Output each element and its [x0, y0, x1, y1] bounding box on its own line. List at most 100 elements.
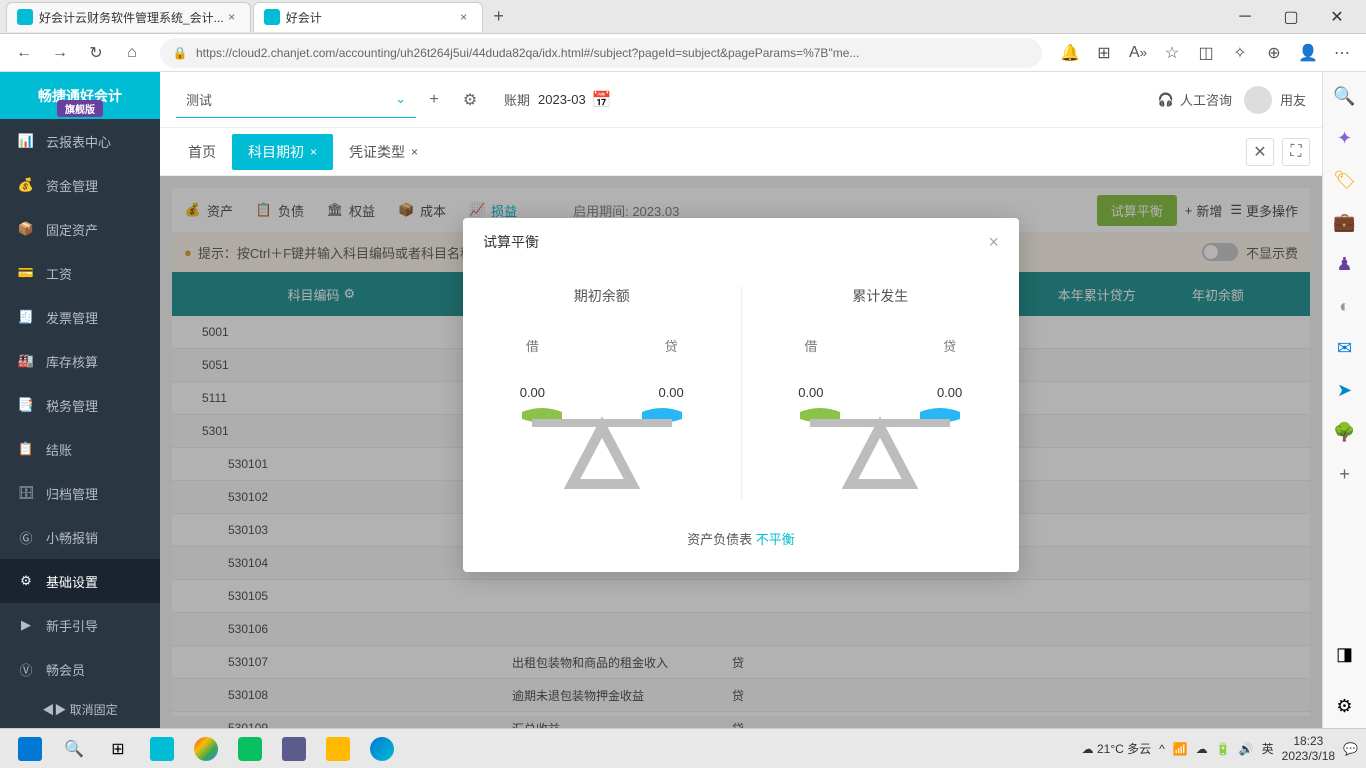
topbar: 测试 ⌄ + ⚙ 账期 2023-03 📅 🎧 人工咨询 用友 [160, 72, 1322, 128]
modal-backdrop[interactable]: 试算平衡 × 期初余额 借 贷 0.00 0.00 [160, 176, 1322, 728]
chrome-icon[interactable] [184, 731, 228, 767]
extensions-icon[interactable]: ⊕ [1258, 37, 1290, 69]
modal-close-button[interactable]: × [988, 232, 999, 253]
explorer-icon[interactable] [316, 731, 360, 767]
task-view[interactable]: ⊞ [96, 731, 140, 767]
footer-text: 资产负债表 [687, 532, 756, 547]
tab-label: 首页 [188, 142, 216, 162]
close-icon[interactable]: × [456, 9, 472, 25]
add-sidebar-icon[interactable]: + [1333, 462, 1357, 486]
forward-button[interactable]: → [44, 37, 76, 69]
reader-icon[interactable]: A» [1122, 37, 1154, 69]
app-icon[interactable] [140, 731, 184, 767]
balance-scale-icon [502, 404, 702, 494]
notifications-icon[interactable]: 💬 [1343, 742, 1358, 756]
search-button[interactable]: 🔍 [52, 731, 96, 767]
weather[interactable]: ☁ 21°C 多云 [1082, 740, 1152, 757]
volume-icon[interactable]: 🔊 [1239, 742, 1254, 756]
settings-icon[interactable]: ⚙ [452, 82, 488, 118]
profile-icon[interactable]: 👤 [1292, 37, 1324, 69]
maximize-button[interactable]: ▢ [1268, 2, 1314, 32]
consult-link[interactable]: 🎧 人工咨询 [1158, 90, 1232, 109]
sparkle-icon[interactable]: ✦ [1333, 126, 1357, 150]
browser-tab[interactable]: 好会计云财务软件管理系统_会计... × [6, 2, 251, 32]
panel-icon[interactable]: ◨ [1333, 642, 1357, 666]
trial-balance-modal: 试算平衡 × 期初余额 借 贷 0.00 0.00 [463, 218, 1019, 572]
ime-indicator[interactable]: 英 [1262, 740, 1274, 757]
split-icon[interactable]: ◫ [1190, 37, 1222, 69]
start-button[interactable] [8, 731, 52, 767]
money-icon: 💰 [16, 177, 36, 193]
sidebar-item-archive[interactable]: 🗄归档管理 [0, 471, 160, 515]
wifi-icon[interactable]: 📶 [1173, 742, 1188, 756]
search-icon[interactable]: 🔍 [1333, 84, 1357, 108]
sidebar-item-box[interactable]: 📦固定资产 [0, 207, 160, 251]
company-select[interactable]: 测试 ⌄ [176, 82, 416, 118]
close-icon[interactable]: × [310, 145, 317, 159]
sidebar-item-receipt[interactable]: 🧾发票管理 [0, 295, 160, 339]
tab-favicon [17, 9, 33, 25]
add-button[interactable]: + [416, 82, 452, 118]
calendar-icon[interactable]: 📅 [592, 90, 612, 110]
clock[interactable]: 18:23 2023/3/18 [1282, 734, 1335, 763]
browser-tab-bar: 好会计云财务软件管理系统_会计... × 好会计 × + ─ ▢ ✕ [0, 0, 1366, 34]
tray-chevron[interactable]: ^ [1159, 742, 1165, 756]
notification-icon[interactable]: 🔔 [1054, 37, 1086, 69]
back-button[interactable]: ← [8, 37, 40, 69]
sidebar-item-tax[interactable]: 📑税务管理 [0, 383, 160, 427]
battery-icon[interactable]: 🔋 [1216, 742, 1231, 756]
page-tab[interactable]: 首页 [172, 134, 232, 170]
period-label: 账期 [504, 90, 530, 109]
tag-icon[interactable]: 🏷 [1333, 168, 1357, 192]
vip-icon: Ⓥ [16, 660, 36, 679]
tree-icon[interactable]: 🌳 [1333, 420, 1357, 444]
close-tabs-button[interactable]: ✕ [1246, 138, 1274, 166]
sidebar-item-money[interactable]: 💰资金管理 [0, 163, 160, 207]
send-icon[interactable]: ➤ [1333, 378, 1357, 402]
credit-label: 贷 [665, 336, 678, 355]
footer-link[interactable]: 不平衡 [756, 532, 795, 547]
chess-icon[interactable]: ♟ [1333, 252, 1357, 276]
sidebar-item-warehouse[interactable]: 🏭库存核算 [0, 339, 160, 383]
more-icon[interactable]: ⋯ [1326, 37, 1358, 69]
app-icon[interactable] [272, 731, 316, 767]
settings-icon[interactable]: ⚙ [1333, 694, 1357, 718]
close-icon[interactable]: × [411, 145, 418, 159]
sidebar-item-gear[interactable]: ⚙基础设置 [0, 559, 160, 603]
new-tab-button[interactable]: + [485, 3, 513, 31]
sidebar-item-reimburse[interactable]: Ⓖ小畅报销 [0, 515, 160, 559]
briefcase-icon[interactable]: 💼 [1333, 210, 1357, 234]
sidebar-item-checkout[interactable]: 📋结账 [0, 427, 160, 471]
sidebar-item-wallet[interactable]: 💳工资 [0, 251, 160, 295]
fullscreen-button[interactable]: ⛶ [1282, 138, 1310, 166]
sidebar-item-guide[interactable]: ▶新手引导 [0, 603, 160, 647]
tab-label: 科目期初 [248, 142, 304, 162]
sidebar-item-vip[interactable]: Ⓥ 畅会员 [0, 647, 160, 691]
collections-icon[interactable]: ✧ [1224, 37, 1256, 69]
copilot-icon[interactable]: ◐ [1333, 294, 1357, 318]
page-tab[interactable]: 科目期初 × [232, 134, 333, 170]
page-tab[interactable]: 凭证类型× [333, 134, 434, 170]
outlook-icon[interactable]: ✉ [1333, 336, 1357, 360]
edge-sidebar: 🔍 ✦ 🏷 💼 ♟ ◐ ✉ ➤ 🌳 + ◨ ⚙ [1322, 72, 1366, 728]
sidebar-item-chart[interactable]: 📊云报表中心 [0, 119, 160, 163]
refresh-button[interactable]: ↻ [80, 37, 112, 69]
home-button[interactable]: ⌂ [116, 37, 148, 69]
extension-icon[interactable]: ⊞ [1088, 37, 1120, 69]
browser-tab[interactable]: 好会计 × [253, 2, 483, 32]
date: 2023/3/18 [1282, 749, 1335, 763]
wechat-icon[interactable] [228, 731, 272, 767]
minimize-button[interactable]: ─ [1222, 2, 1268, 32]
favorite-icon[interactable]: ☆ [1156, 37, 1188, 69]
sidebar-label: 小畅报销 [46, 528, 98, 547]
close-window-button[interactable]: ✕ [1314, 2, 1360, 32]
modal-title: 试算平衡 [483, 232, 539, 252]
sidebar-label: 税务管理 [46, 396, 98, 415]
user-menu[interactable]: 用友 [1244, 86, 1306, 114]
close-icon[interactable]: × [224, 9, 240, 25]
address-bar[interactable]: 🔒 https://cloud2.chanjet.com/accounting/… [160, 38, 1042, 68]
cloud-icon[interactable]: ☁ [1196, 742, 1208, 756]
unpin-button[interactable]: ◀▶ 取消固定 [0, 691, 160, 728]
sidebar-label: 畅会员 [46, 660, 85, 679]
edge-icon[interactable] [360, 731, 404, 767]
